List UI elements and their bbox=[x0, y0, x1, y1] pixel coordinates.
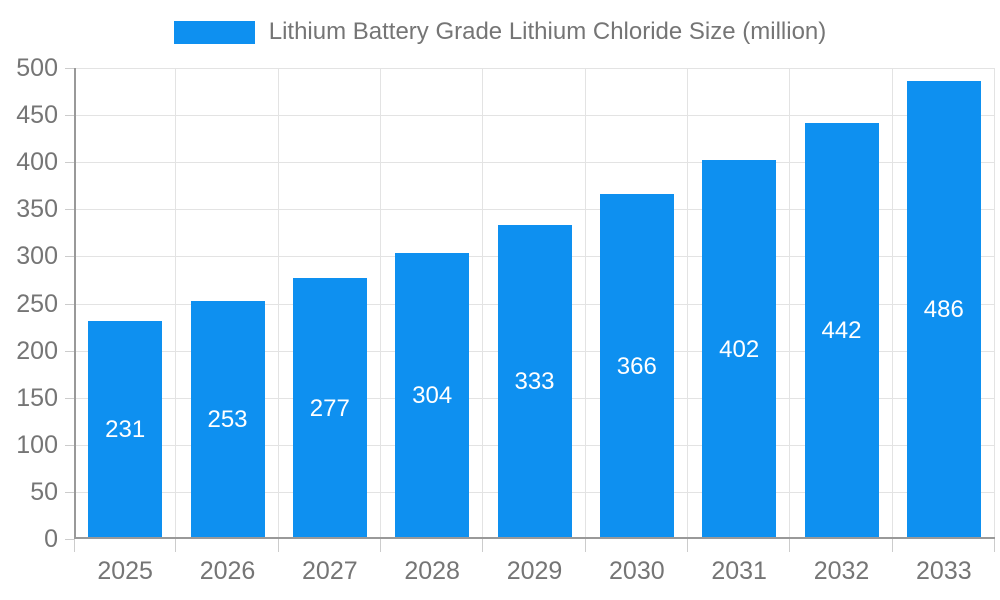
y-tick bbox=[65, 303, 74, 305]
bar-value-label: 253 bbox=[207, 405, 248, 433]
y-tick-label: 500 bbox=[16, 54, 58, 82]
x-tick-label: 2026 bbox=[199, 557, 256, 585]
x-tick bbox=[175, 539, 177, 552]
bar-value-label: 442 bbox=[821, 316, 862, 344]
gridline-h bbox=[74, 68, 995, 69]
y-tick bbox=[65, 162, 74, 164]
x-axis-line bbox=[74, 537, 995, 539]
bar-value-label: 402 bbox=[719, 335, 760, 363]
gridline-v bbox=[789, 68, 791, 539]
x-tick bbox=[687, 539, 688, 552]
bar: 402 bbox=[702, 160, 777, 539]
gridline-v bbox=[277, 68, 279, 539]
x-tick bbox=[789, 539, 791, 552]
legend-label: Lithium Battery Grade Lithium Chloride S… bbox=[268, 18, 827, 45]
x-tick-label: 2032 bbox=[813, 557, 870, 585]
bar: 486 bbox=[906, 81, 981, 539]
gridline-v bbox=[994, 68, 995, 539]
y-tick-label: 400 bbox=[16, 148, 58, 177]
y-tick-label: 200 bbox=[16, 336, 58, 365]
x-tick bbox=[584, 539, 586, 552]
bar: 304 bbox=[395, 252, 470, 539]
x-tick-label: 2028 bbox=[404, 557, 460, 585]
y-tick-label: 0 bbox=[44, 525, 58, 553]
y-tick bbox=[65, 397, 74, 399]
y-tick-label: 50 bbox=[30, 477, 58, 506]
x-tick bbox=[482, 539, 484, 552]
y-tick bbox=[65, 444, 74, 446]
y-tick-label: 100 bbox=[16, 430, 58, 459]
bar-value-label: 366 bbox=[616, 352, 657, 380]
y-tick bbox=[65, 115, 74, 117]
gridline-v bbox=[482, 68, 484, 539]
bar-value-label: 333 bbox=[514, 368, 555, 396]
y-tick bbox=[65, 68, 74, 69]
bar: 442 bbox=[804, 122, 879, 539]
gridline-h bbox=[74, 162, 995, 164]
y-tick-label: 150 bbox=[16, 383, 58, 412]
bar: 277 bbox=[292, 278, 367, 539]
legend: Lithium Battery Grade Lithium Chloride S… bbox=[0, 14, 1000, 50]
bar: 333 bbox=[497, 225, 572, 539]
gridline-v bbox=[891, 68, 893, 539]
y-tick bbox=[65, 539, 74, 540]
gridline-h bbox=[74, 209, 995, 211]
y-tick bbox=[65, 350, 74, 352]
x-tick-label: 2029 bbox=[506, 557, 563, 585]
bar-value-label: 277 bbox=[309, 394, 350, 422]
plot-area: 231 253 277 304 333 366 402 442 486 0 50 100 150 200… bbox=[16, 55, 995, 585]
x-tick-label: 2030 bbox=[609, 557, 665, 585]
legend-swatch bbox=[173, 20, 255, 44]
bar-value-label: 486 bbox=[923, 296, 964, 324]
x-tick bbox=[277, 539, 279, 552]
x-tick-label: 2031 bbox=[711, 557, 767, 585]
y-tick bbox=[65, 256, 74, 258]
x-tick bbox=[891, 539, 893, 552]
y-axis-line bbox=[74, 68, 76, 539]
x-tick bbox=[74, 539, 75, 552]
bar: 366 bbox=[599, 194, 674, 539]
y-tick bbox=[65, 491, 74, 493]
y-tick-label: 350 bbox=[16, 195, 58, 224]
x-tick-label: 2025 bbox=[97, 557, 153, 585]
bar-value-label: 231 bbox=[105, 416, 146, 444]
bar: 253 bbox=[190, 300, 265, 539]
gridline-h bbox=[74, 115, 995, 117]
y-tick bbox=[65, 209, 74, 211]
gridline-v bbox=[687, 68, 688, 539]
y-tick-label: 250 bbox=[16, 289, 58, 318]
bar: 231 bbox=[88, 321, 163, 539]
x-tick-label: 2033 bbox=[916, 557, 972, 585]
gridline-v bbox=[584, 68, 586, 539]
y-tick-label: 300 bbox=[16, 242, 58, 271]
gridline-v bbox=[380, 68, 381, 539]
gridline-v bbox=[175, 68, 177, 539]
x-tick-label: 2027 bbox=[302, 557, 358, 585]
x-tick bbox=[380, 539, 381, 552]
bar-value-label: 304 bbox=[412, 381, 453, 409]
x-tick bbox=[994, 539, 995, 552]
y-tick-label: 450 bbox=[16, 101, 58, 130]
